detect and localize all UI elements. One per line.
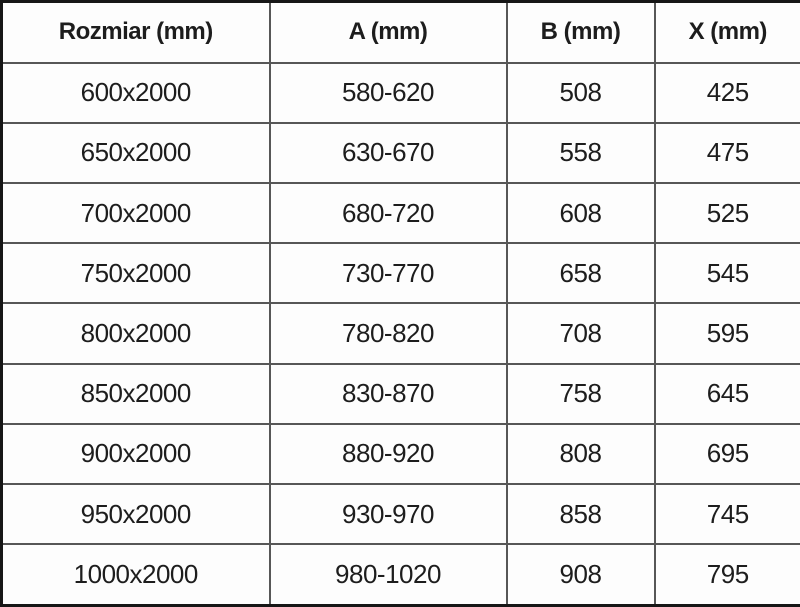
cell-b: 808 bbox=[505, 422, 656, 486]
cell-a: 630-670 bbox=[268, 121, 508, 184]
cell-rozmiar: 900x2000 bbox=[0, 422, 271, 486]
cell-x: 595 bbox=[653, 302, 800, 365]
header-row: Rozmiar (mm) A (mm) B (mm) X (mm) bbox=[0, 0, 800, 64]
table-row: 800x2000 780-820 708 595 bbox=[0, 302, 800, 365]
cell-x: 645 bbox=[653, 362, 800, 425]
cell-b: 858 bbox=[505, 483, 656, 546]
cell-x: 745 bbox=[653, 483, 800, 546]
table-row: 1000x2000 980-1020 908 795 bbox=[0, 543, 800, 607]
table-row: 750x2000 730-770 658 545 bbox=[0, 242, 800, 305]
cell-rozmiar: 950x2000 bbox=[0, 483, 271, 546]
cell-a: 730-770 bbox=[268, 242, 508, 305]
cell-rozmiar: 1000x2000 bbox=[0, 543, 271, 607]
table-row: 900x2000 880-920 808 695 bbox=[0, 422, 800, 486]
cell-rozmiar: 850x2000 bbox=[0, 362, 271, 425]
table-row: 850x2000 830-870 758 645 bbox=[0, 362, 800, 425]
cell-x: 525 bbox=[653, 181, 800, 245]
cell-rozmiar: 600x2000 bbox=[0, 61, 271, 124]
cell-b: 608 bbox=[505, 181, 656, 245]
cell-rozmiar: 650x2000 bbox=[0, 121, 271, 184]
cell-b: 758 bbox=[505, 362, 656, 425]
table-row: 700x2000 680-720 608 525 bbox=[0, 181, 800, 245]
cell-b: 708 bbox=[505, 302, 656, 365]
cell-x: 475 bbox=[653, 121, 800, 184]
cell-a: 830-870 bbox=[268, 362, 508, 425]
column-header-x: X (mm) bbox=[653, 0, 800, 64]
cell-rozmiar: 700x2000 bbox=[0, 181, 271, 245]
cell-b: 558 bbox=[505, 121, 656, 184]
table-row: 650x2000 630-670 558 475 bbox=[0, 121, 800, 184]
table-body: 600x2000 580-620 508 425 650x2000 630-67… bbox=[0, 61, 800, 607]
cell-a: 780-820 bbox=[268, 302, 508, 365]
cell-a: 980-1020 bbox=[268, 543, 508, 607]
cell-x: 795 bbox=[653, 543, 800, 607]
table-row: 600x2000 580-620 508 425 bbox=[0, 61, 800, 124]
table-row: 950x2000 930-970 858 745 bbox=[0, 483, 800, 546]
table-header: Rozmiar (mm) A (mm) B (mm) X (mm) bbox=[0, 0, 800, 64]
column-header-a: A (mm) bbox=[268, 0, 508, 64]
cell-x: 545 bbox=[653, 242, 800, 305]
cell-a: 580-620 bbox=[268, 61, 508, 124]
column-header-b: B (mm) bbox=[505, 0, 656, 64]
cell-rozmiar: 800x2000 bbox=[0, 302, 271, 365]
cell-x: 425 bbox=[653, 61, 800, 124]
cell-b: 658 bbox=[505, 242, 656, 305]
cell-b: 508 bbox=[505, 61, 656, 124]
cell-b: 908 bbox=[505, 543, 656, 607]
cell-rozmiar: 750x2000 bbox=[0, 242, 271, 305]
cell-a: 880-920 bbox=[268, 422, 508, 486]
cell-x: 695 bbox=[653, 422, 800, 486]
column-header-rozmiar: Rozmiar (mm) bbox=[0, 0, 271, 64]
cell-a: 680-720 bbox=[268, 181, 508, 245]
cell-a: 930-970 bbox=[268, 483, 508, 546]
